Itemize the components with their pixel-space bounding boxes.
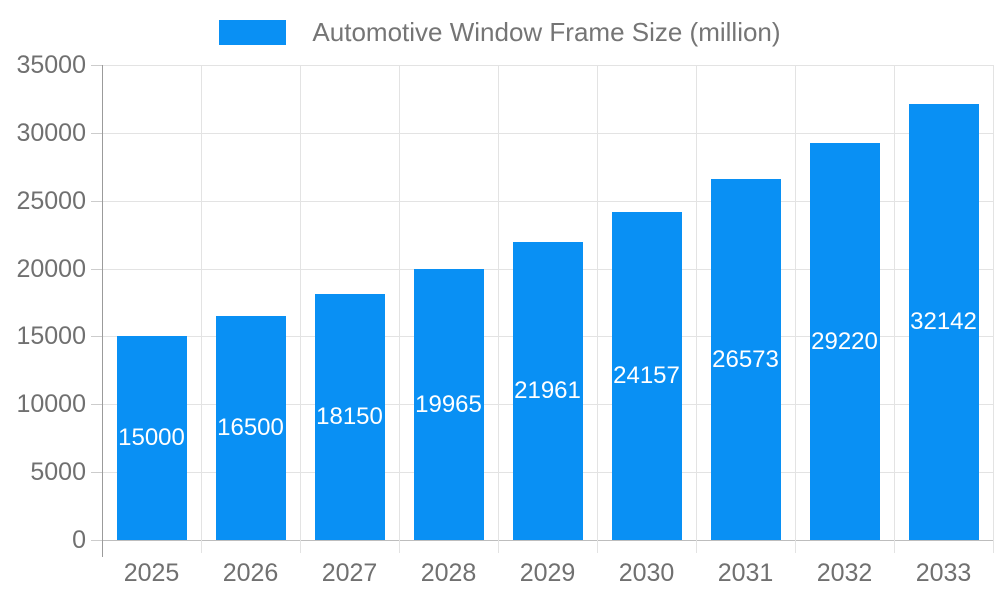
gridline-v: [498, 65, 499, 553]
gridline-h: [102, 540, 993, 541]
y-tick-label: 35000: [16, 51, 86, 79]
y-tick-mark: [91, 132, 102, 134]
x-tick-label: 2030: [618, 559, 675, 587]
bar: 26573: [710, 179, 781, 540]
gridline-v: [597, 65, 598, 553]
y-tick-mark: [91, 404, 102, 406]
x-tick-label: 2031: [717, 559, 774, 587]
x-tick-label: 2032: [816, 559, 873, 587]
gridline-h: [102, 200, 993, 202]
bar-value-label: 26573: [712, 345, 779, 373]
gridline-v: [795, 65, 796, 553]
x-tick-label: 2026: [222, 559, 279, 587]
gridline-v: [993, 65, 994, 553]
plot-area: 15000 16500 18150 19965 21961 24157 26573 29220…: [102, 65, 994, 557]
x-tick-label: 2027: [321, 559, 378, 587]
y-tick-mark: [91, 472, 102, 474]
legend: Automotive Window Frame Size (million): [0, 16, 1000, 48]
gridline-v: [300, 65, 301, 553]
bar-value-label: 24157: [613, 362, 680, 390]
y-tick-label: 25000: [16, 186, 86, 215]
x-tick-label: 2033: [915, 559, 972, 587]
bar-value-label: 16500: [217, 414, 284, 442]
gridline-v: [399, 65, 400, 553]
legend-label: Automotive Window Frame Size (million): [312, 16, 781, 47]
bar: 15000: [116, 336, 187, 540]
y-tick-label: 10000: [16, 390, 86, 419]
gridline-v: [201, 65, 202, 553]
bar: 29220: [809, 143, 880, 540]
x-tick-label: 2029: [519, 559, 576, 587]
bar-value-label: 19965: [415, 390, 482, 418]
gridline-v: [696, 65, 697, 553]
bar: 32142: [908, 103, 979, 540]
bar-value-label: 18150: [316, 402, 383, 430]
bar-value-label: 21961: [514, 376, 581, 404]
gridline-h: [102, 132, 993, 134]
x-tick-label: 2025: [123, 559, 180, 587]
y-tick-mark: [91, 200, 102, 202]
bar: 24157: [611, 212, 682, 540]
y-tick-label: 0: [72, 526, 86, 554]
legend-swatch: [219, 19, 287, 45]
bar-value-label: 29220: [811, 327, 878, 355]
bar: 16500: [215, 316, 286, 540]
y-tick-mark: [91, 540, 102, 541]
y-tick-label: 20000: [16, 254, 86, 283]
y-tick-label: 15000: [16, 322, 86, 351]
bar: 19965: [413, 269, 484, 540]
bar-value-label: 15000: [118, 424, 185, 452]
bar: 21961: [512, 241, 583, 540]
y-tick-mark: [91, 336, 102, 338]
y-tick-mark: [91, 65, 102, 66]
x-tick-label: 2028: [420, 559, 477, 587]
gridline-v: [894, 65, 895, 553]
y-axis-line: [102, 65, 103, 557]
gridline-h: [102, 65, 993, 66]
y-tick-label: 5000: [30, 458, 86, 487]
bar: 18150: [314, 293, 385, 540]
bar-value-label: 32142: [910, 307, 977, 335]
y-tick-label: 30000: [16, 118, 86, 147]
y-tick-mark: [91, 268, 102, 270]
